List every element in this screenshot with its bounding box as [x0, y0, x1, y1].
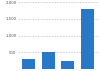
Bar	[61, 60, 74, 69]
Bar	[42, 52, 55, 69]
Bar	[81, 9, 94, 69]
Bar	[22, 59, 35, 69]
